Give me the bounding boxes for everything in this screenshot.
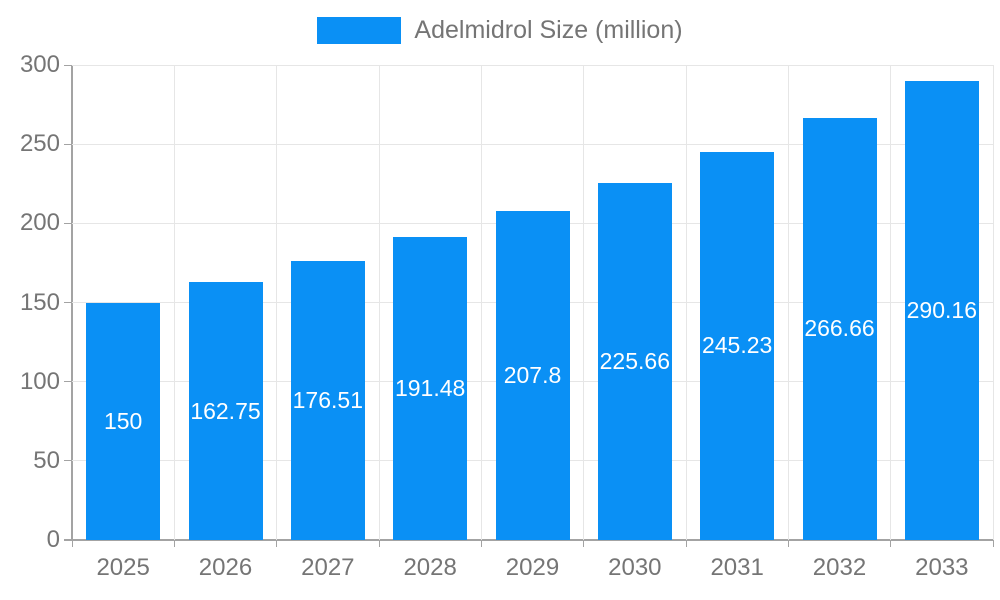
y-tick-label: 200 [19, 209, 60, 237]
y-tick-label: 100 [19, 367, 60, 395]
v-gridline [583, 65, 585, 540]
bar-value-label: 290.16 [906, 296, 977, 323]
bar-value-label: 225.66 [599, 347, 670, 374]
plot-area: 150 162.75 176.51 191.48 207.8 225.66 245.23 26… [20, 51, 994, 581]
x-tick-mark [71, 540, 73, 547]
y-tick-label: 0 [46, 526, 60, 553]
legend-label: Adelmidrol Size (million) [414, 16, 683, 44]
v-gridline [890, 65, 892, 540]
bar-2028[interactable]: 191.48 [393, 236, 468, 540]
bar-value-label: 245.23 [701, 332, 773, 359]
x-tick-label: 2026 [198, 554, 253, 581]
bar-2031[interactable]: 245.23 [700, 151, 775, 540]
x-tick-label: 2030 [608, 554, 662, 581]
y-tick-mark [64, 222, 71, 224]
bar-value-label: 176.51 [292, 386, 363, 413]
v-gridline [173, 65, 175, 540]
v-gridline [685, 65, 687, 540]
bar-value-label: 266.66 [804, 315, 875, 342]
y-tick-label: 250 [19, 130, 60, 158]
bar-value-label: 191.48 [394, 374, 466, 401]
x-tick-label: 2031 [710, 554, 764, 581]
x-tick-mark [378, 540, 380, 547]
y-tick-mark [64, 143, 71, 145]
v-gridline [787, 65, 789, 540]
bar-2033[interactable]: 290.16 [904, 80, 979, 540]
y-tick-mark [64, 64, 71, 66]
x-axis-line [64, 539, 993, 541]
y-tick-mark [64, 539, 71, 541]
bar-2030[interactable]: 225.66 [597, 182, 672, 540]
x-tick-mark [173, 540, 175, 547]
x-tick-label: 2028 [403, 554, 457, 581]
x-tick-mark [992, 540, 994, 547]
chart-legend[interactable]: Adelmidrol Size (million) [0, 16, 1000, 45]
v-gridline [276, 65, 278, 540]
x-tick-label: 2027 [301, 554, 355, 581]
bar-2026[interactable]: 162.75 [188, 282, 263, 540]
x-tick-mark [685, 540, 687, 547]
y-tick-mark [64, 302, 71, 303]
x-tick-mark [787, 540, 789, 547]
bar-value-label: 207.8 [503, 361, 562, 388]
y-tick-mark [64, 381, 71, 383]
y-tick-label: 300 [19, 51, 60, 78]
h-gridline [72, 64, 993, 66]
v-gridline [378, 65, 380, 540]
x-tick-mark [276, 540, 278, 547]
x-tick-label: 2032 [812, 554, 867, 581]
x-tick-label: 2025 [96, 554, 150, 581]
bar-2032[interactable]: 266.66 [802, 117, 877, 540]
bar-value-label: 150 [103, 407, 143, 434]
bar-2027[interactable]: 176.51 [290, 260, 365, 540]
v-gridline [992, 65, 994, 540]
x-tick-mark [890, 540, 892, 547]
bar-value-label: 162.75 [190, 397, 261, 424]
x-tick-label: 2029 [505, 554, 560, 581]
bar-2029[interactable]: 207.8 [495, 210, 570, 540]
x-tick-mark [480, 540, 482, 547]
h-gridline [72, 143, 993, 145]
y-tick-label: 50 [33, 446, 60, 474]
x-tick-label: 2033 [915, 554, 969, 581]
y-tick-mark [64, 460, 71, 462]
bar-2025[interactable]: 150 [86, 302, 161, 540]
legend-swatch [317, 17, 402, 44]
v-gridline [480, 65, 482, 540]
x-tick-mark [583, 540, 585, 547]
y-tick-label: 150 [19, 288, 60, 316]
